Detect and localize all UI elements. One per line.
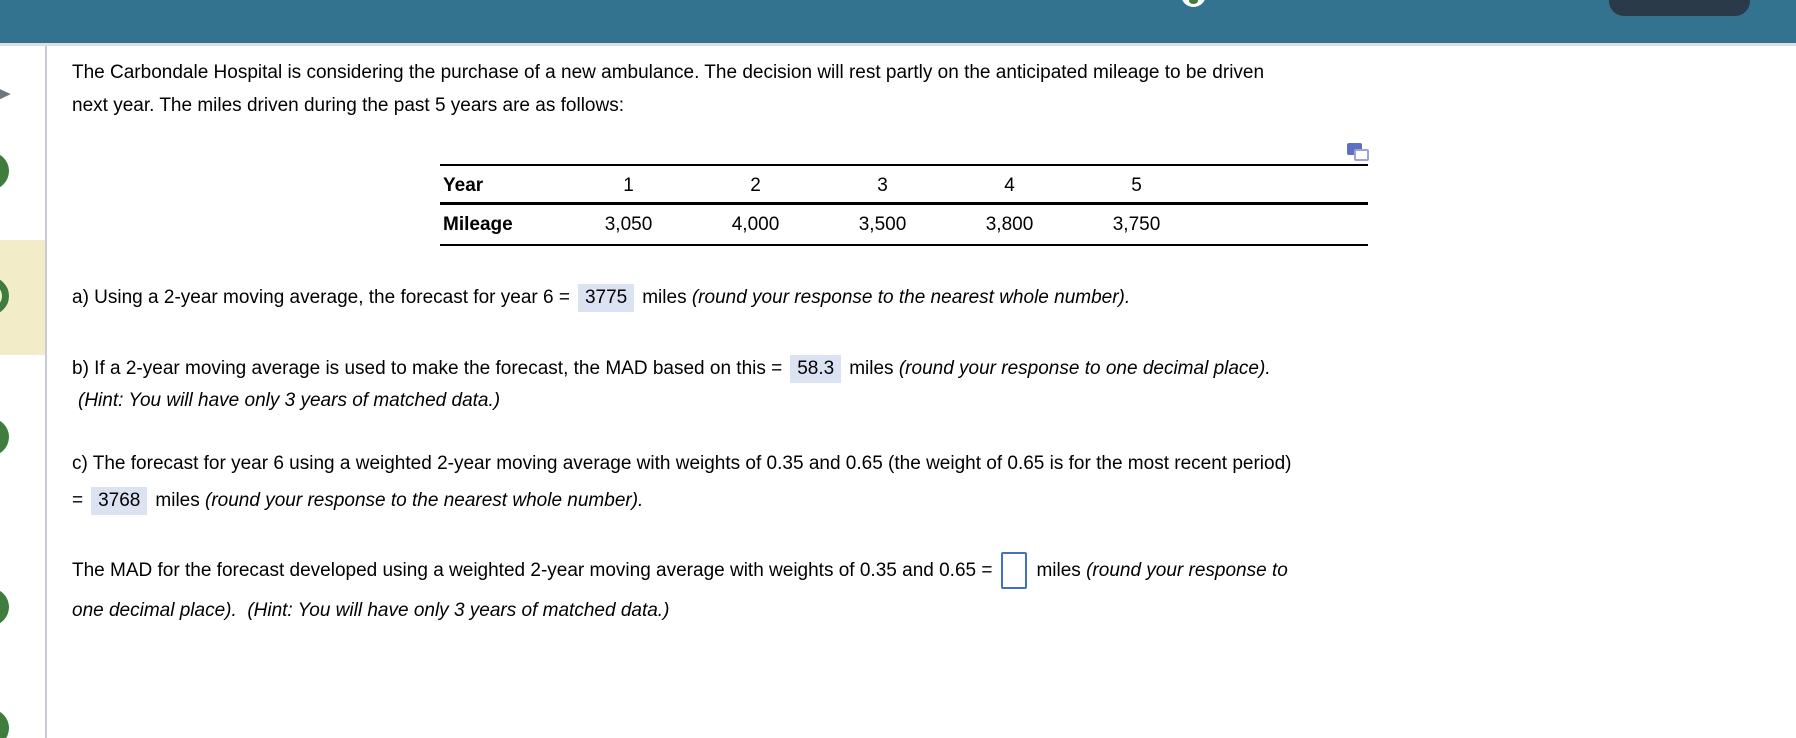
question-marker-icon[interactable] [0,709,9,738]
check-dot-icon [1189,0,1198,4]
top-navigation-bar [0,0,1796,43]
table-header-spacer [1200,166,1368,205]
collapse-arrow-icon[interactable]: ➤ [0,80,12,108]
header-divider [0,43,1796,46]
table-cell-mileage-label: Mileage [443,214,513,235]
intro-line-1: The Carbondale Hospital is considering t… [72,62,1265,83]
part-d-text: The MAD for the forecast developed using… [72,560,993,581]
progress-check-icon [1181,0,1206,7]
table-header-3: 3 [819,166,946,205]
part-a-text: a) Using a 2-year moving average, the fo… [72,287,570,308]
part-c-answer-field[interactable]: 3768 [91,487,148,515]
question-marker-icon[interactable] [0,418,9,456]
part-a-answer-field[interactable]: 3775 [577,284,635,312]
mad-weighted-answer-input[interactable] [1001,552,1028,590]
part-c-unit: miles [155,490,200,511]
table-cell-mileage-3: 3,500 [858,214,907,235]
part-b-unit: miles [849,358,894,379]
part-c-equals: = [72,490,84,511]
part-c-line-1: c) The forecast for year 6 using a weigh… [72,453,1292,474]
header-action-button[interactable] [1609,0,1750,16]
question-marker-icon[interactable] [0,588,9,626]
table-cell-mileage-4: 3,800 [985,214,1034,235]
question-nav-strip: ➤ [0,46,45,738]
part-b-text: b) If a 2-year moving average is used to… [72,358,783,379]
part-b-note: (round your response to one decimal plac… [898,358,1271,379]
intro-line-2: next year. The miles driven during the p… [72,95,624,116]
question-content: The Carbondale Hospital is considering t… [47,46,1796,738]
part-c-line-2: = 3768 miles (round your response to the n… [72,487,643,515]
copy-icon[interactable] [1347,143,1371,163]
table-cell-mileage-1: 3,050 [604,214,653,235]
copy-icon-front [1354,149,1369,161]
mileage-table: Year 1 2 3 4 5 Mileage 3,050 4,000 3,500… [440,164,1368,246]
part-b-line: b) If a 2-year moving average is used to… [72,355,1271,383]
question-marker-icon[interactable] [0,152,9,190]
table-cell-mileage-5: 3,750 [1112,214,1161,235]
table-header-2: 2 [692,166,819,205]
part-a-unit: miles [642,287,687,308]
table-header-1: 1 [565,166,692,205]
part-a-line: a) Using a 2-year moving average, the fo… [72,284,1130,312]
table-header-year: Year [440,166,565,205]
table-cell-mileage-2: 4,000 [731,214,780,235]
part-b-hint: (Hint: You will have only 3 years of mat… [78,390,501,411]
sidebar-divider [45,46,47,738]
part-d-line-1: The MAD for the forecast developed using… [72,551,1288,591]
part-b-answer-field[interactable]: 58.3 [790,355,842,383]
table-cell-spacer [1200,205,1368,244]
part-a-note: (round your response to the nearest whol… [691,287,1131,308]
table-header-5: 5 [1073,166,1200,205]
table-header-4: 4 [946,166,1073,205]
part-d-line-2: one decimal place). (Hint: You will have… [72,600,670,621]
part-d-note-start: (round your response to [1086,560,1288,581]
part-c-note: (round your response to the nearest whol… [205,490,644,511]
part-d-unit: miles [1036,560,1081,581]
